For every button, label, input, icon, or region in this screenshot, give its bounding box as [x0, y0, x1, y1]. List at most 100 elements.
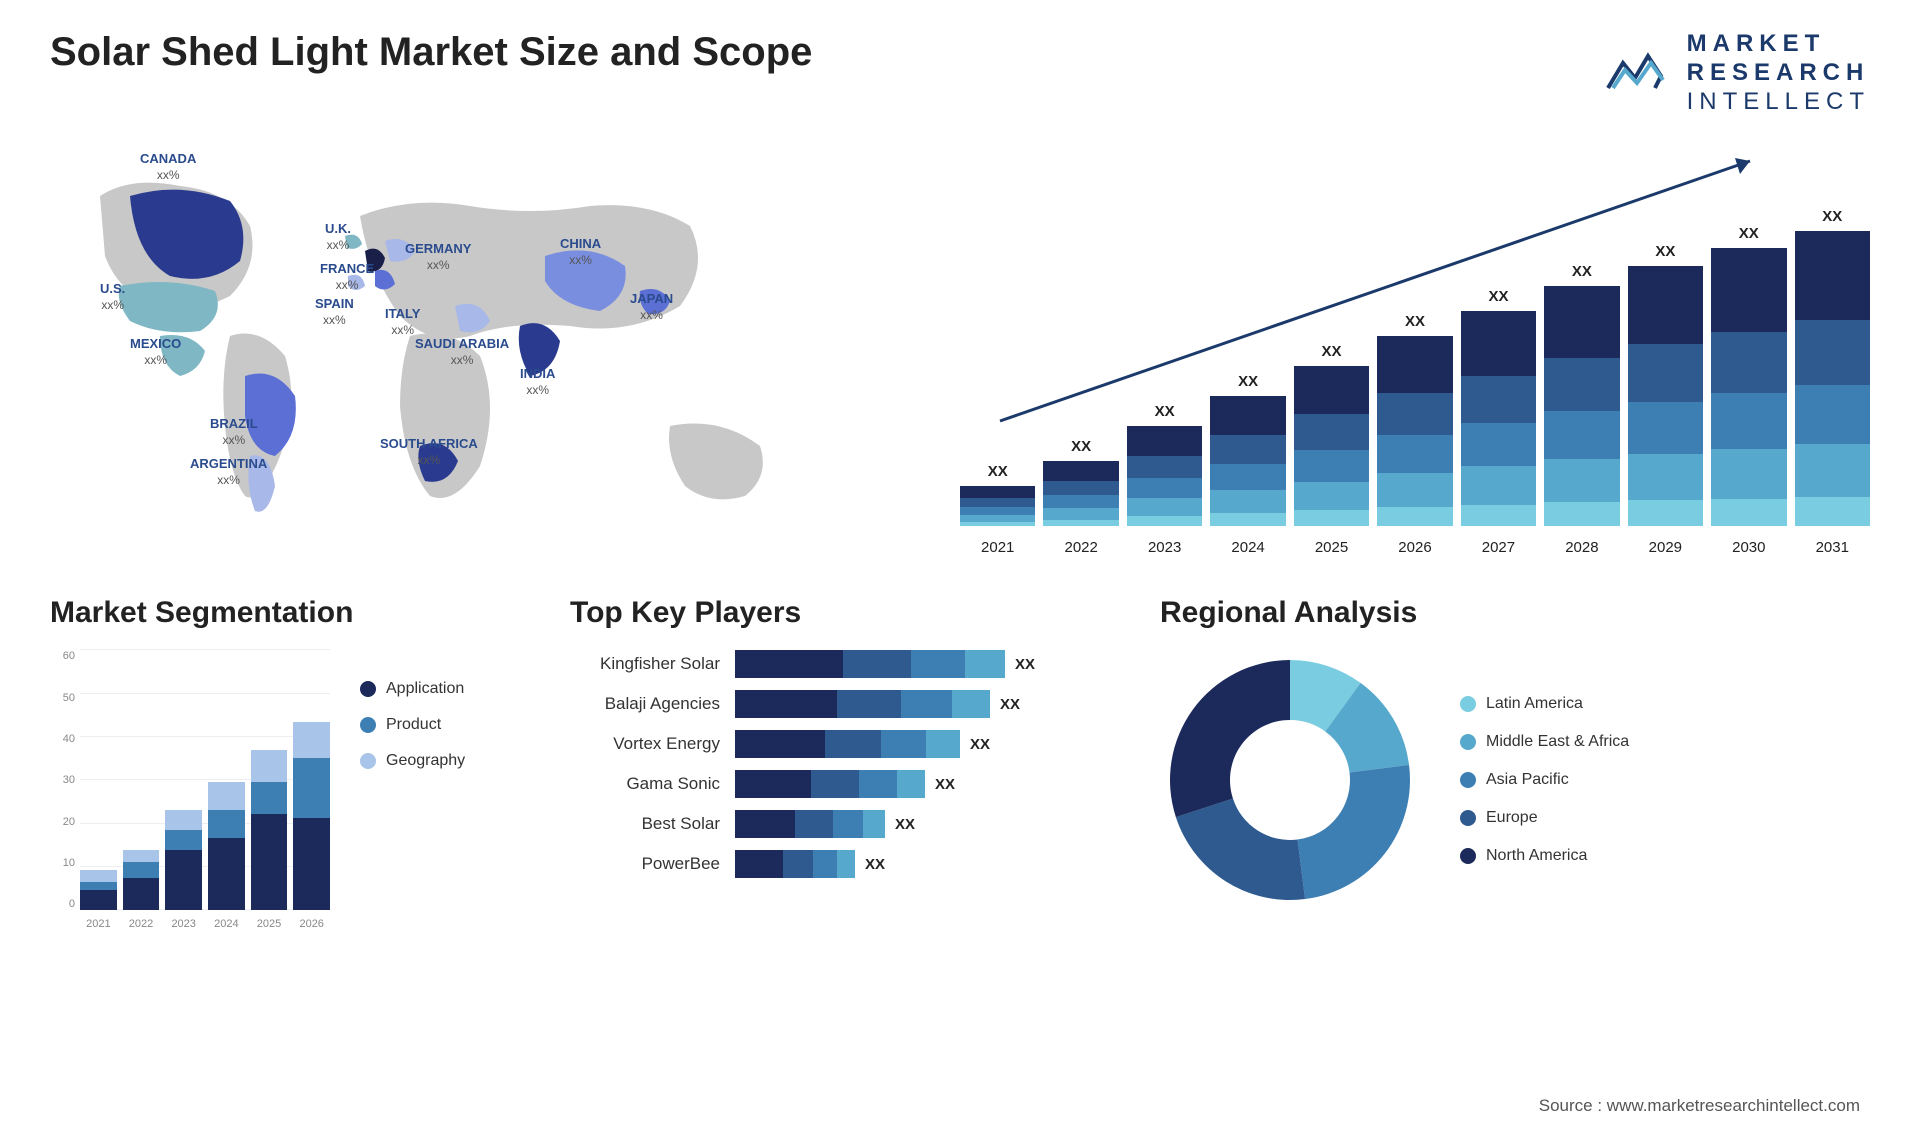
- growth-value-label: XX: [1155, 403, 1175, 420]
- regional-donut: [1160, 650, 1420, 910]
- seg-legend-geography: Geography: [360, 752, 465, 770]
- source-text: Source : www.marketresearchintellect.com: [1539, 1096, 1860, 1116]
- player-value: XX: [970, 736, 990, 753]
- legend-dot-icon: [360, 717, 376, 733]
- player-name: Best Solar: [570, 814, 720, 834]
- player-row: Best Solar XX: [570, 810, 1120, 838]
- player-name: Balaji Agencies: [570, 694, 720, 714]
- growth-bar-2030: XX: [1711, 225, 1786, 526]
- growth-year-label: 2031: [1795, 539, 1870, 556]
- growth-value-label: XX: [1739, 225, 1759, 242]
- brand-logo: MARKET RESEARCH INTELLECT: [1603, 30, 1870, 116]
- growth-bar-2029: XX: [1628, 243, 1703, 526]
- growth-value-label: XX: [1238, 373, 1258, 390]
- players-list: Kingfisher SolarXXBalaji AgenciesXXVorte…: [570, 650, 1120, 878]
- map-label-uk: U.K.xx%: [325, 221, 351, 252]
- player-bar: [735, 770, 925, 798]
- growth-value-label: XX: [1655, 243, 1675, 260]
- growth-bar-2026: XX: [1377, 313, 1452, 526]
- map-label-argentina: ARGENTINAxx%: [190, 456, 267, 487]
- growth-value-label: XX: [1405, 313, 1425, 330]
- map-label-japan: JAPANxx%: [630, 291, 673, 322]
- growth-year-label: 2025: [1294, 539, 1369, 556]
- regional-legend: Latin AmericaMiddle East & AfricaAsia Pa…: [1460, 695, 1629, 865]
- regional-legend-item: Asia Pacific: [1460, 771, 1629, 789]
- regional-legend-item: Latin America: [1460, 695, 1629, 713]
- growth-year-label: 2021: [960, 539, 1035, 556]
- player-name: Gama Sonic: [570, 774, 720, 794]
- player-value: XX: [1000, 696, 1020, 713]
- map-label-saudiarabia: SAUDI ARABIAxx%: [415, 336, 509, 367]
- map-label-us: U.S.xx%: [100, 281, 125, 312]
- growth-bar-2022: XX: [1043, 438, 1118, 526]
- growth-value-label: XX: [1822, 208, 1842, 225]
- page-title: Solar Shed Light Market Size and Scope: [50, 30, 812, 75]
- regional-legend-item: Europe: [1460, 809, 1629, 827]
- growth-bar-2023: XX: [1127, 403, 1202, 526]
- regional-legend-item: North America: [1460, 847, 1629, 865]
- growth-bar-2028: XX: [1544, 263, 1619, 526]
- seg-bar-2025: [251, 710, 288, 910]
- growth-year-label: 2023: [1127, 539, 1202, 556]
- map-label-spain: SPAINxx%: [315, 296, 354, 327]
- player-bar: [735, 650, 1005, 678]
- growth-bar-2031: XX: [1795, 208, 1870, 526]
- player-bar: [735, 690, 990, 718]
- map-label-southafrica: SOUTH AFRICAxx%: [380, 436, 478, 467]
- player-bar: [735, 730, 960, 758]
- map-label-germany: GERMANYxx%: [405, 241, 471, 272]
- legend-dot-icon: [1460, 848, 1476, 864]
- player-row: Gama Sonic XX: [570, 770, 1120, 798]
- legend-dot-icon: [360, 753, 376, 769]
- seg-legend-application: Application: [360, 680, 465, 698]
- growth-value-label: XX: [1322, 343, 1342, 360]
- seg-bar-2026: [293, 686, 330, 910]
- growth-value-label: XX: [1071, 438, 1091, 455]
- logo-icon: [1603, 48, 1673, 98]
- player-row: Kingfisher Solar XX: [570, 650, 1120, 678]
- legend-dot-icon: [1460, 810, 1476, 826]
- segmentation-legend: Application Product Geography: [360, 650, 465, 930]
- growth-year-label: 2029: [1628, 539, 1703, 556]
- growth-year-label: 2028: [1544, 539, 1619, 556]
- player-row: PowerBeeXX: [570, 850, 1120, 878]
- player-bar: [735, 810, 885, 838]
- segmentation-title: Market Segmentation: [50, 596, 530, 630]
- map-label-mexico: MEXICOxx%: [130, 336, 181, 367]
- growth-year-label: 2024: [1210, 539, 1285, 556]
- growth-value-label: XX: [988, 463, 1008, 480]
- player-value: XX: [1015, 656, 1035, 673]
- legend-dot-icon: [1460, 696, 1476, 712]
- growth-year-label: 2022: [1043, 539, 1118, 556]
- logo-line2: RESEARCH: [1687, 59, 1870, 88]
- growth-bar-2021: XX: [960, 463, 1035, 526]
- player-bar: [735, 850, 855, 878]
- seg-legend-product: Product: [360, 716, 465, 734]
- growth-year-label: 2026: [1377, 539, 1452, 556]
- map-label-france: FRANCExx%: [320, 261, 374, 292]
- legend-dot-icon: [360, 681, 376, 697]
- player-name: Kingfisher Solar: [570, 654, 720, 674]
- player-row: Balaji Agencies XX: [570, 690, 1120, 718]
- segmentation-chart: 6050403020100 202120222023202420252026: [50, 650, 330, 930]
- donut-slice-europe: [1176, 799, 1305, 900]
- growth-year-label: 2030: [1711, 539, 1786, 556]
- seg-bar-2022: [123, 830, 160, 910]
- growth-value-label: XX: [1488, 288, 1508, 305]
- legend-dot-icon: [1460, 734, 1476, 750]
- logo-line3: INTELLECT: [1687, 88, 1870, 117]
- growth-bar-2024: XX: [1210, 373, 1285, 526]
- player-value: XX: [865, 856, 885, 873]
- players-title: Top Key Players: [570, 596, 1120, 630]
- world-map: CANADAxx%U.S.xx%MEXICOxx%BRAZILxx%ARGENT…: [50, 136, 920, 556]
- growth-value-label: XX: [1572, 263, 1592, 280]
- seg-bar-2021: [80, 858, 117, 910]
- donut-slice-northamerica: [1170, 660, 1290, 817]
- map-label-brazil: BRAZILxx%: [210, 416, 258, 447]
- growth-bar-2025: XX: [1294, 343, 1369, 526]
- player-value: XX: [935, 776, 955, 793]
- player-value: XX: [895, 816, 915, 833]
- map-label-italy: ITALYxx%: [385, 306, 420, 337]
- growth-bar-2027: XX: [1461, 288, 1536, 526]
- logo-line1: MARKET: [1687, 30, 1870, 59]
